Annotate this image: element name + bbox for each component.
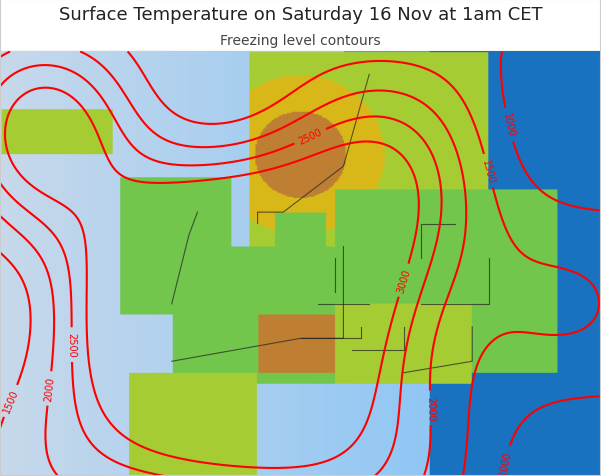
Text: 2500: 2500: [67, 333, 77, 357]
Text: 2000: 2000: [425, 396, 436, 420]
Text: 2500: 2500: [297, 127, 323, 147]
Text: 1500: 1500: [1, 388, 20, 414]
Text: Freezing level contours: Freezing level contours: [220, 34, 381, 48]
Text: 1500: 1500: [480, 158, 496, 185]
Text: 1000: 1000: [498, 450, 513, 476]
Text: 3000: 3000: [395, 268, 412, 294]
Text: 1000: 1000: [501, 112, 516, 138]
Text: Surface Temperature on Saturday 16 Nov at 1am CET: Surface Temperature on Saturday 16 Nov a…: [59, 6, 542, 24]
Text: 2000: 2000: [43, 376, 56, 401]
